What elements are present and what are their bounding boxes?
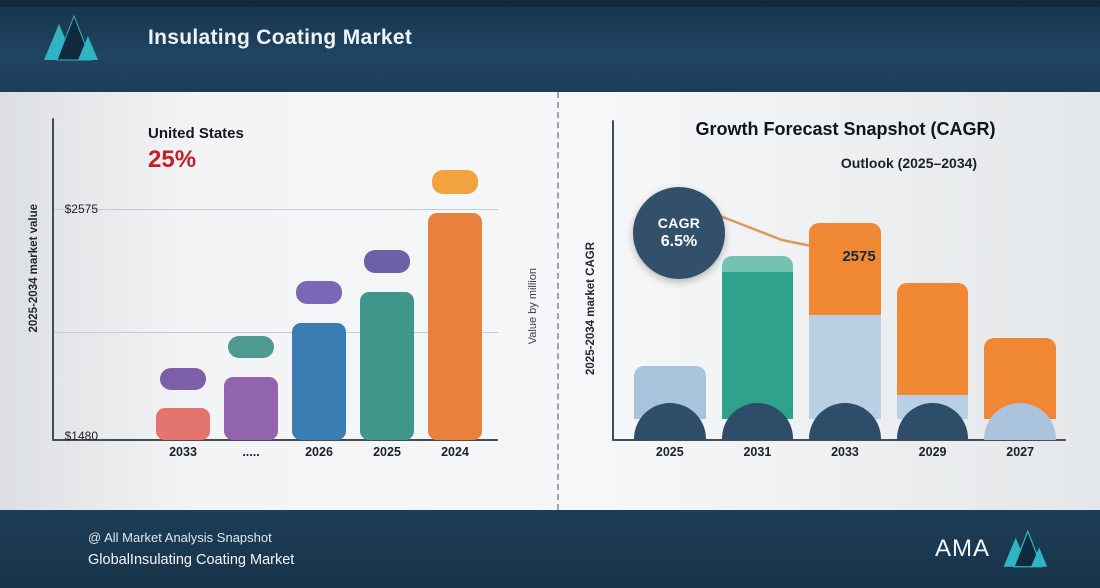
footer-tagline: @ All Market Analysis Snapshot — [88, 530, 272, 545]
cagr-badge: CAGR 6.5% — [633, 187, 725, 279]
bar-..... — [224, 377, 278, 440]
right-bar-2027 — [976, 338, 1064, 440]
bar-segment — [721, 272, 794, 419]
bar-2026 — [292, 323, 346, 440]
growth-forecast-panel: Growth Forecast Snapshot (CAGR) Outlook … — [557, 92, 1100, 510]
footer-subtitle: GlobalInsulating Coating Market — [88, 552, 295, 568]
growth-percent-label: 25% — [148, 146, 197, 173]
right-bar-2031 — [714, 256, 802, 440]
right-bar-2033 — [801, 223, 889, 440]
x-tick-label: 2027 — [1006, 445, 1035, 459]
bar-segment — [721, 256, 794, 272]
y-tick-bottom: $1480 — [64, 429, 98, 443]
bar-cap — [160, 368, 206, 390]
right-y-axis-label: 2025-2034 market CAGR — [585, 242, 597, 375]
ama-logo-footer-icon — [1003, 529, 1048, 568]
left-bar-group — [421, 120, 489, 440]
bar-2025 — [360, 292, 414, 440]
bar-segment — [809, 315, 881, 419]
left-bar-group — [353, 120, 421, 440]
left-bar-group — [149, 120, 217, 440]
page-title: Insulating Coating Market — [148, 26, 413, 49]
forecast-subtitle: Outlook (2025–2034) — [840, 155, 978, 171]
x-tick-label: 2033 — [169, 445, 197, 459]
x-tick-label: ..... — [242, 445, 260, 459]
x-tick-label: 2029 — [918, 445, 947, 459]
left-x-labels: 2033..... 2026 2025 2024 — [149, 445, 489, 459]
main-content: 2025-2034 market value United States 25%… — [0, 92, 1100, 510]
left-y-axis-line — [52, 118, 54, 440]
right-bar-2025 — [626, 366, 714, 440]
forecast-title: Growth Forecast Snapshot (CAGR) — [695, 119, 996, 139]
bar-2024 — [428, 213, 482, 440]
right-plot — [626, 182, 1064, 440]
cagr-badge-value: 6.5% — [660, 233, 698, 250]
header-top-strip — [0, 0, 1100, 7]
x-tick-label: 2025 — [655, 445, 684, 459]
gridline — [54, 332, 498, 333]
right-y-axis-line — [612, 120, 614, 440]
left-bar-group — [217, 120, 285, 440]
bar-cap — [296, 281, 342, 304]
bar-cap — [364, 250, 410, 273]
x-tick-label: 2031 — [743, 445, 772, 459]
bar-cap — [432, 170, 478, 194]
right-x-axis-line — [612, 439, 1066, 441]
x-tick-label: 2024 — [441, 445, 469, 459]
region-label: United States — [148, 125, 244, 142]
x-tick-label: 2026 — [305, 445, 333, 459]
footer-brand-text: AMA — [934, 535, 990, 562]
cagr-badge-label: CAGR — [657, 215, 701, 231]
left-bar-group — [285, 120, 353, 440]
left-x-axis-line — [52, 439, 498, 441]
bar-cap — [228, 336, 274, 358]
y-tick-top: $2575 — [64, 202, 98, 216]
left-plot — [149, 120, 489, 440]
left-y-axis-label: 2025-2034 market value — [28, 204, 40, 333]
bar-2033 — [156, 408, 210, 440]
bar-segment — [809, 223, 881, 315]
footer: @ All Market Analysis Snapshot GlobalIns… — [0, 510, 1100, 588]
x-tick-label: 2033 — [831, 445, 859, 459]
us-market-chart-panel: 2025-2034 market value United States 25%… — [0, 92, 557, 510]
right-x-labels: 2025 2031 2033 2029 2027 — [626, 445, 1064, 459]
bar-value-label: 2575 — [842, 248, 876, 265]
right-bar-2029 — [889, 283, 977, 440]
x-tick-label: 2025 — [373, 445, 401, 459]
ama-logo-icon — [44, 14, 98, 61]
header: Insulating Coating Market — [0, 0, 1100, 92]
left-secondary-axis-label: Value by million — [527, 268, 539, 345]
bar-segment — [896, 283, 969, 395]
gridline — [54, 209, 498, 210]
